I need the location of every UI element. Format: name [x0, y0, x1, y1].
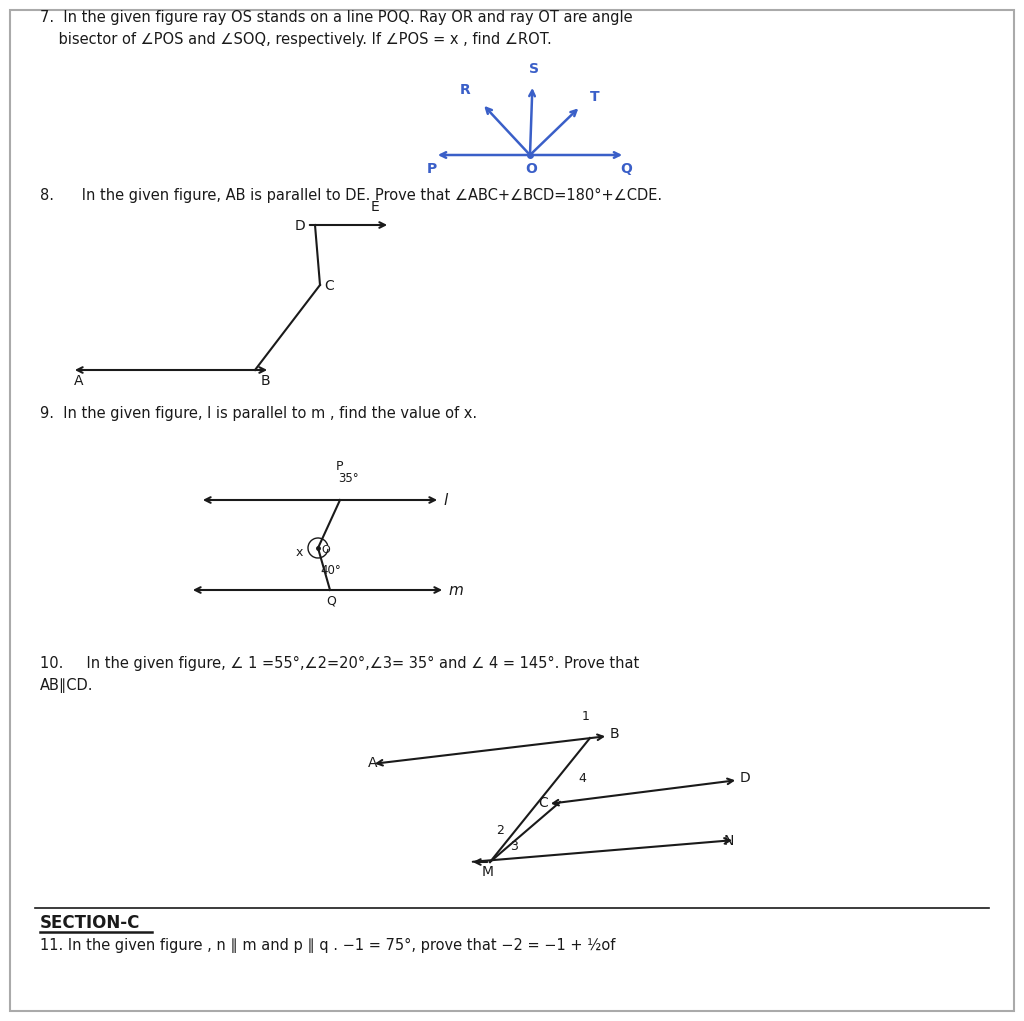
Text: P: P [427, 162, 437, 176]
Text: bisector of ∠POS and ∠SOQ, respectively. If ∠POS = x , find ∠ROT.: bisector of ∠POS and ∠SOQ, respectively.… [40, 32, 552, 47]
Text: 2: 2 [496, 824, 504, 837]
Text: 35°: 35° [338, 472, 358, 485]
Text: 3: 3 [510, 840, 518, 853]
Text: D: D [295, 218, 306, 233]
Text: M: M [482, 865, 494, 879]
Text: Q: Q [326, 594, 336, 607]
Text: 1: 1 [582, 710, 590, 723]
Text: 11. In the given figure , n ∥ m and p ∥ q . −1 = 75°, prove that −2 = −1 + ½of: 11. In the given figure , n ∥ m and p ∥ … [40, 938, 615, 953]
Text: 4: 4 [578, 772, 586, 785]
Text: P: P [336, 460, 343, 473]
Text: C: C [538, 796, 548, 810]
Text: B: B [610, 727, 620, 741]
Text: E: E [371, 200, 380, 214]
Text: l: l [443, 493, 447, 508]
Text: 40°: 40° [319, 564, 341, 577]
Text: S: S [528, 62, 539, 76]
Text: O: O [525, 162, 537, 176]
Text: A: A [74, 374, 84, 388]
Text: 8.      In the given figure, AB is parallel to DE. Prove that ∠ABC+∠BCD=180°+∠CD: 8. In the given figure, AB is parallel t… [40, 188, 663, 203]
Text: x: x [296, 546, 303, 560]
Text: R: R [460, 84, 470, 97]
Text: SECTION-C: SECTION-C [40, 914, 140, 932]
Text: 7.  In the given figure ray OS stands on a line POQ. Ray OR and ray OT are angle: 7. In the given figure ray OS stands on … [40, 10, 633, 25]
Text: C: C [324, 279, 334, 293]
Text: N: N [724, 834, 734, 848]
Text: T: T [590, 91, 599, 104]
Text: 10.     In the given figure, ∠ 1 =55°,∠2=20°,∠3= 35° and ∠ 4 = 145°. Prove that: 10. In the given figure, ∠ 1 =55°,∠2=20°… [40, 655, 639, 671]
Text: m: m [449, 583, 463, 598]
Text: A: A [368, 756, 378, 770]
Text: 9.  In the given figure, l is parallel to m , find the value of x.: 9. In the given figure, l is parallel to… [40, 406, 477, 421]
Text: Q: Q [620, 162, 632, 176]
Text: AB∥CD.: AB∥CD. [40, 678, 93, 693]
Text: O: O [321, 545, 330, 555]
Text: D: D [740, 771, 751, 785]
Text: B: B [261, 374, 270, 388]
